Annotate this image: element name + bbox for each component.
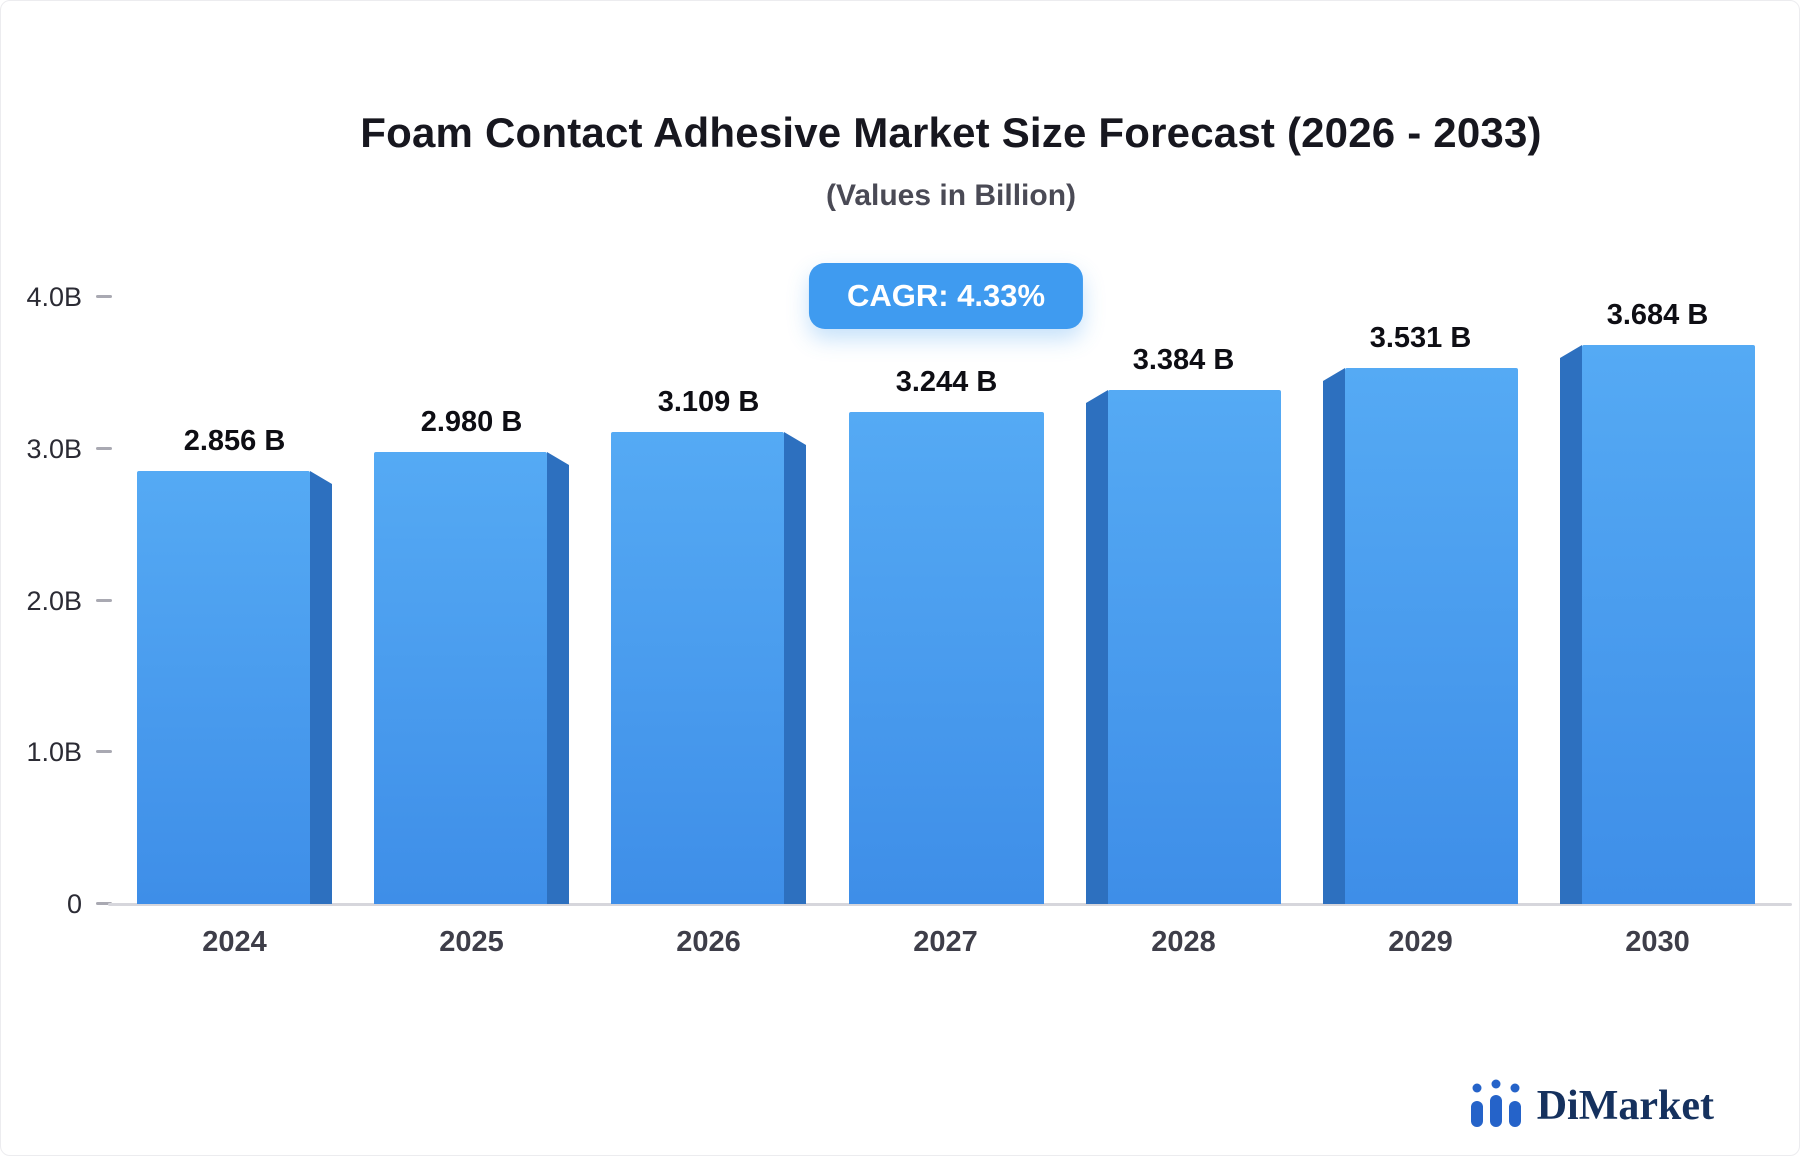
bar-2024	[137, 471, 332, 904]
y-axis-tick-label: 4.0B	[26, 282, 82, 312]
x-axis-label: 2025	[439, 926, 504, 958]
y-axis-tick-label: 3.0B	[26, 434, 82, 464]
brand-logo-text: DiMarket	[1536, 1083, 1714, 1129]
y-axis-tick: 2.0B	[1, 586, 116, 616]
x-axis-label: 2030	[1625, 926, 1690, 958]
x-axis-label: 2026	[676, 926, 741, 958]
bar-face	[1345, 368, 1518, 904]
bar-value-label: 3.684 B	[1606, 299, 1709, 331]
y-axis-tick-mark	[96, 447, 112, 450]
y-axis-tick: 0	[1, 889, 116, 919]
y-axis-tick-mark	[96, 750, 112, 753]
bar-side-shadow	[1323, 368, 1345, 904]
bar-2027	[849, 412, 1044, 904]
bar-value-label: 2.856 B	[183, 425, 286, 457]
bar-side-shadow	[1560, 345, 1582, 904]
bar-side-shadow	[547, 452, 569, 904]
x-axis-label: 2028	[1151, 926, 1216, 958]
y-axis-tick-mark	[96, 902, 112, 905]
bar-face	[1582, 345, 1755, 904]
y-axis-tick: 4.0B	[1, 282, 116, 312]
bar-2028	[1086, 390, 1281, 904]
cagr-badge: CAGR: 4.33%	[808, 263, 1084, 329]
bar-side-shadow	[784, 432, 806, 904]
bar-chart-icon	[1467, 1079, 1525, 1127]
bar-face	[611, 432, 784, 904]
bar-face	[137, 471, 310, 904]
bar-face	[1108, 390, 1281, 904]
brand-logo: DiMarket	[1467, 1079, 1714, 1127]
y-axis-tick-label: 0	[66, 889, 82, 919]
x-axis-baseline	[108, 903, 1792, 906]
chart-subtitle: (Values in Billion)	[825, 179, 1077, 212]
x-axis-label: 2029	[1388, 926, 1453, 958]
y-axis-tick-label: 1.0B	[26, 737, 82, 767]
bar-face	[849, 412, 1044, 904]
bar-value-label: 3.244 B	[895, 366, 998, 398]
y-axis-tick-mark	[96, 599, 112, 602]
bar-2025	[374, 452, 569, 904]
bar-2026	[611, 432, 806, 904]
bar-side-shadow	[1086, 390, 1108, 904]
x-axis-label: 2024	[202, 926, 267, 958]
bar-value-label: 2.980 B	[420, 406, 523, 438]
bar-2030	[1560, 345, 1755, 904]
bar-value-label: 3.384 B	[1132, 344, 1235, 376]
y-axis-tick: 3.0B	[1, 434, 116, 464]
bar-face	[374, 452, 547, 904]
bar-side-shadow	[310, 471, 332, 904]
chart-title: Foam Contact Adhesive Market Size Foreca…	[360, 109, 1542, 156]
bar-chart-plot-area: 2.856 B 2024 2.980 B 2025 3.109 B 2026 3.244 B…	[108, 297, 1792, 958]
y-axis-tick-mark	[96, 295, 112, 298]
y-axis-tick-label: 2.0B	[26, 586, 82, 616]
chart-header: Foam Contact Adhesive Market Size Foreca…	[360, 109, 1541, 213]
x-axis-label: 2027	[913, 926, 978, 958]
bar-2029	[1323, 368, 1518, 904]
y-axis: 4.0B 3.0B 2.0B 1.0B 0	[1, 282, 116, 919]
bar-value-label: 3.109 B	[657, 386, 760, 418]
y-axis-tick: 1.0B	[1, 737, 116, 767]
bar-value-label: 3.531 B	[1369, 322, 1472, 354]
